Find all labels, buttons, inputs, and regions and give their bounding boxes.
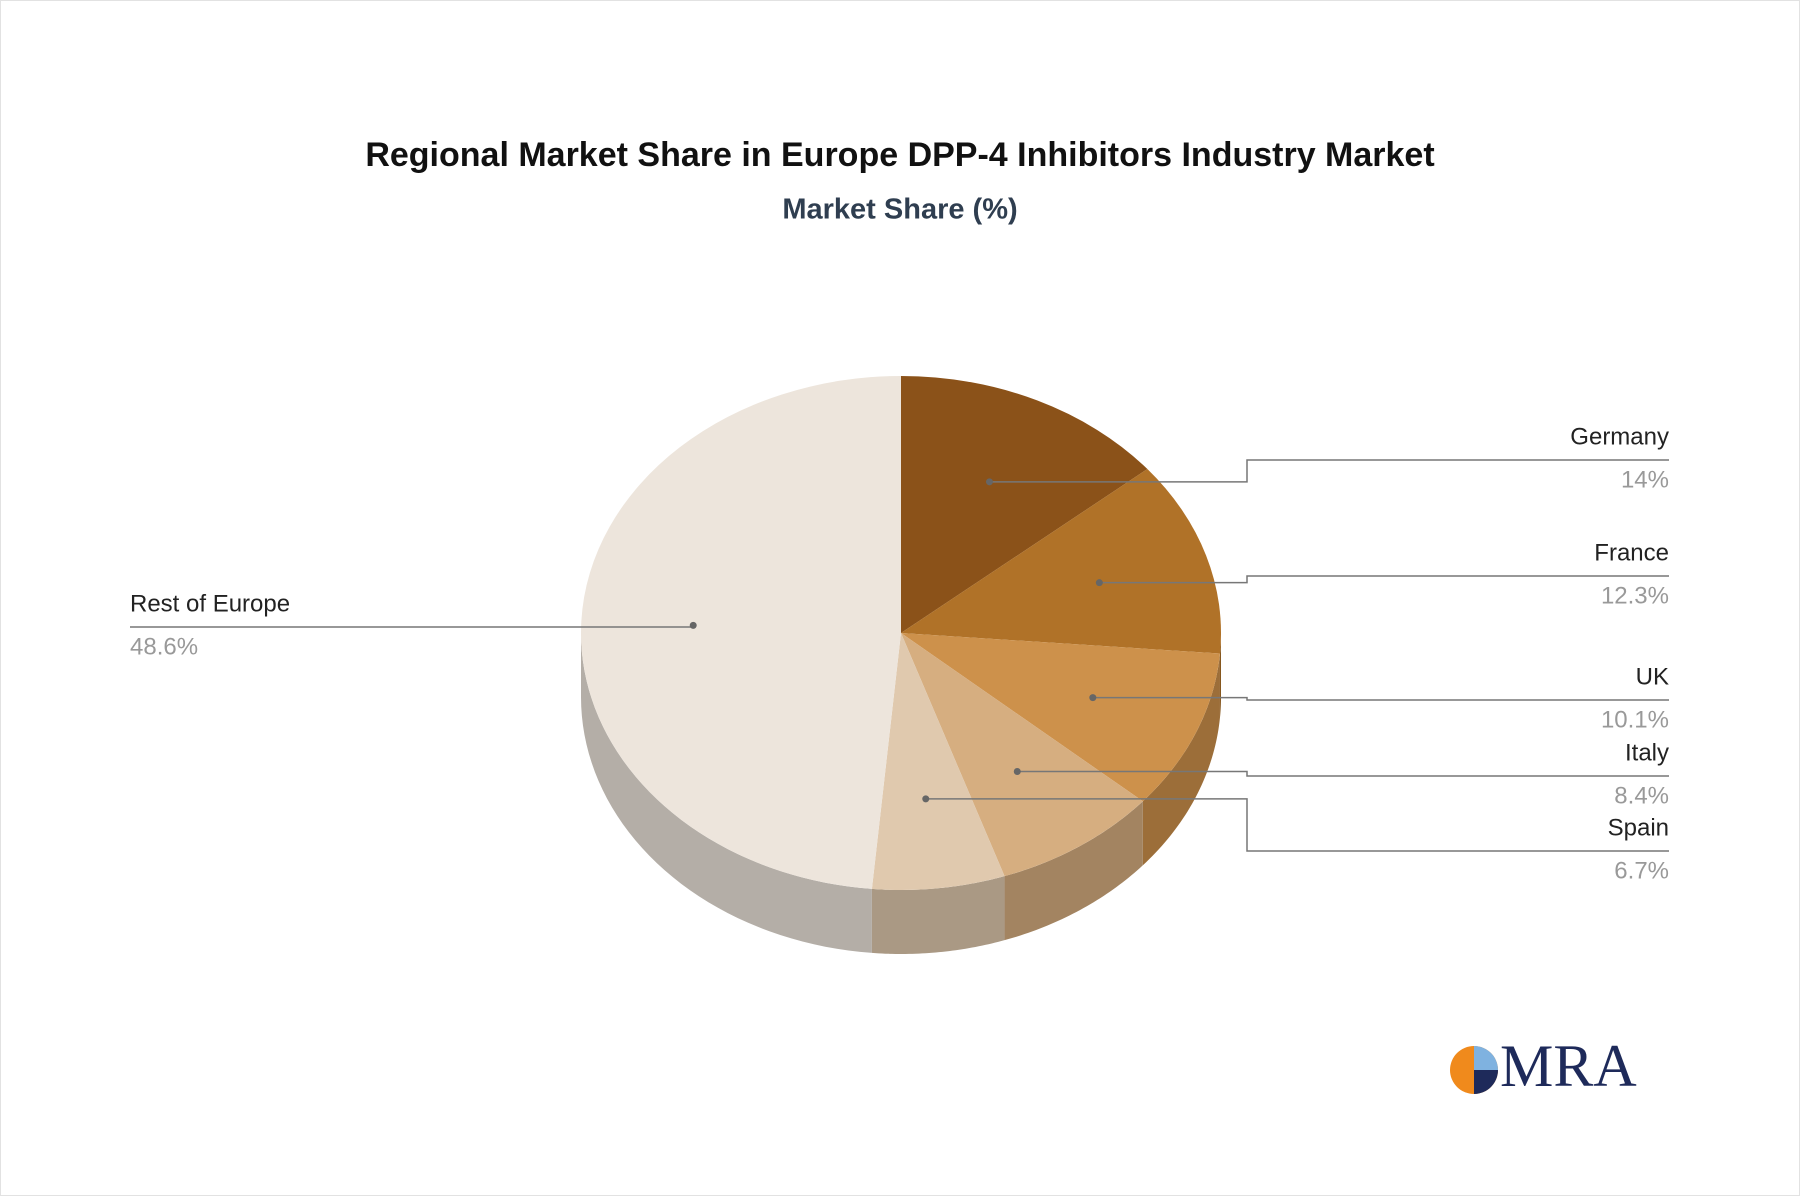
value-label: 8.4% bbox=[1614, 782, 1669, 809]
legend-label: UK bbox=[1636, 663, 1669, 690]
value-label: 10.1% bbox=[1601, 706, 1669, 733]
logo-text: MRA bbox=[1500, 1033, 1637, 1099]
leader-dot bbox=[1013, 768, 1021, 776]
pie-sides bbox=[581, 633, 1221, 954]
leader-dot bbox=[1095, 579, 1103, 587]
pie-slice-side bbox=[1142, 653, 1220, 866]
chart-subtitle: Market Share (%) bbox=[782, 194, 1017, 226]
leader-dot bbox=[1089, 694, 1097, 702]
value-label: 6.7% bbox=[1614, 857, 1669, 884]
pie-tops bbox=[581, 376, 1221, 890]
pie-slice bbox=[901, 376, 1148, 633]
value-label: 48.6% bbox=[130, 633, 198, 660]
legend-label: Italy bbox=[1625, 739, 1669, 766]
leader-line bbox=[925, 798, 1669, 852]
leader-line bbox=[1017, 770, 1669, 777]
value-label: 12.3% bbox=[1601, 582, 1669, 609]
pie-slice-side bbox=[1004, 801, 1143, 941]
pie-slice bbox=[901, 633, 1220, 802]
legend-label: Germany bbox=[1570, 423, 1669, 450]
logo-icon bbox=[1474, 1070, 1498, 1094]
chart-title: Regional Market Share in Europe DPP-4 In… bbox=[365, 136, 1434, 174]
value-label: 14% bbox=[1621, 466, 1669, 493]
leader-dot bbox=[985, 478, 993, 486]
logo-icon bbox=[1474, 1046, 1498, 1070]
pie-slice bbox=[901, 469, 1221, 654]
legend-label: Spain bbox=[1608, 814, 1669, 841]
pie-slice-side bbox=[871, 876, 1005, 954]
legend-label: France bbox=[1594, 539, 1669, 566]
pie-slice bbox=[871, 633, 1005, 890]
legend-label: Rest of Europe bbox=[130, 590, 290, 617]
pie-slice-side bbox=[1219, 633, 1221, 718]
leader-line bbox=[989, 459, 1669, 483]
pie-slice bbox=[901, 633, 1143, 877]
leader-dot bbox=[689, 621, 697, 629]
logo: MRA bbox=[1450, 1033, 1637, 1099]
leader-line bbox=[1092, 696, 1669, 701]
leader-line bbox=[1099, 575, 1669, 584]
leader-dot bbox=[922, 795, 930, 803]
pie-slice bbox=[581, 376, 901, 889]
pie-slice-side bbox=[581, 633, 872, 953]
